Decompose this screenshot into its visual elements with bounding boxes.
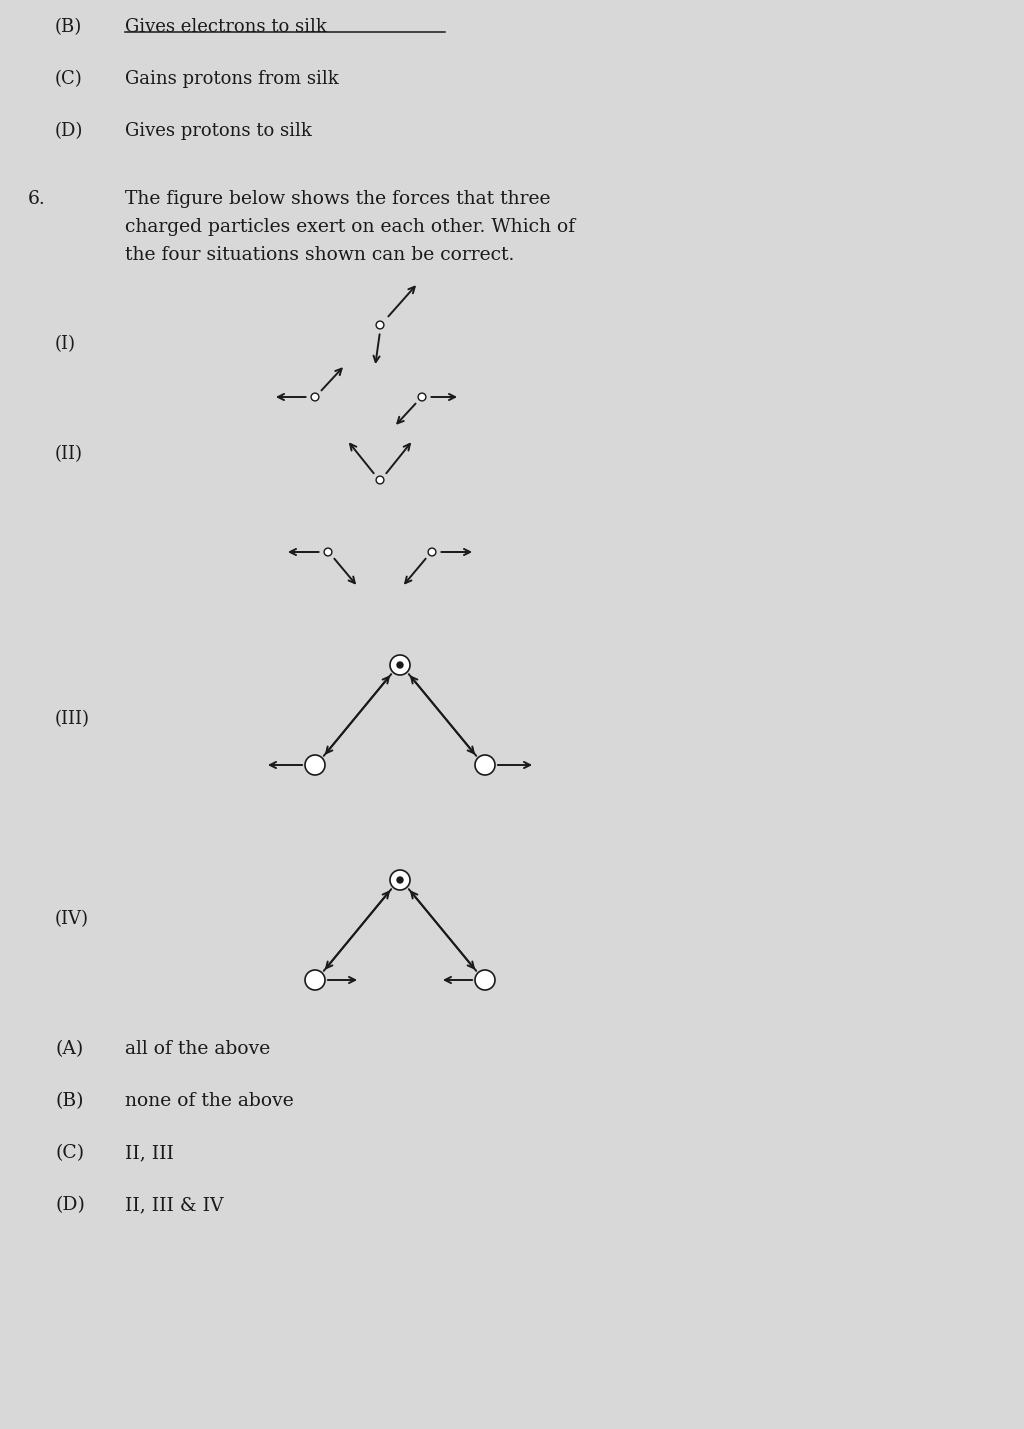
Circle shape (475, 755, 495, 775)
Circle shape (305, 755, 325, 775)
Text: none of the above: none of the above (125, 1092, 294, 1110)
Text: all of the above: all of the above (125, 1040, 270, 1057)
Text: (I): (I) (55, 334, 76, 353)
Text: (IV): (IV) (55, 910, 89, 927)
Text: (D): (D) (55, 121, 83, 140)
Circle shape (475, 970, 495, 990)
Text: (C): (C) (55, 70, 83, 89)
Circle shape (390, 870, 410, 890)
Text: (III): (III) (55, 710, 90, 727)
Text: (II): (II) (55, 444, 83, 463)
Text: Gives protons to silk: Gives protons to silk (125, 121, 312, 140)
Circle shape (397, 662, 403, 667)
Circle shape (325, 549, 332, 556)
Text: (A): (A) (55, 1040, 83, 1057)
Text: (B): (B) (55, 1092, 84, 1110)
Circle shape (311, 393, 318, 402)
Circle shape (305, 970, 325, 990)
Circle shape (390, 654, 410, 674)
Text: (B): (B) (55, 19, 82, 36)
Circle shape (376, 476, 384, 484)
Circle shape (428, 549, 436, 556)
Text: The figure below shows the forces that three
charged particles exert on each oth: The figure below shows the forces that t… (125, 190, 575, 263)
Text: II, III: II, III (125, 1145, 174, 1162)
Text: Gives electrons to silk: Gives electrons to silk (125, 19, 327, 36)
Text: II, III & IV: II, III & IV (125, 1196, 223, 1215)
Text: Gains protons from silk: Gains protons from silk (125, 70, 339, 89)
Text: (D): (D) (55, 1196, 85, 1215)
Text: 6.: 6. (28, 190, 46, 209)
Circle shape (376, 322, 384, 329)
Circle shape (397, 877, 403, 883)
Text: (C): (C) (55, 1145, 84, 1162)
Circle shape (418, 393, 426, 402)
